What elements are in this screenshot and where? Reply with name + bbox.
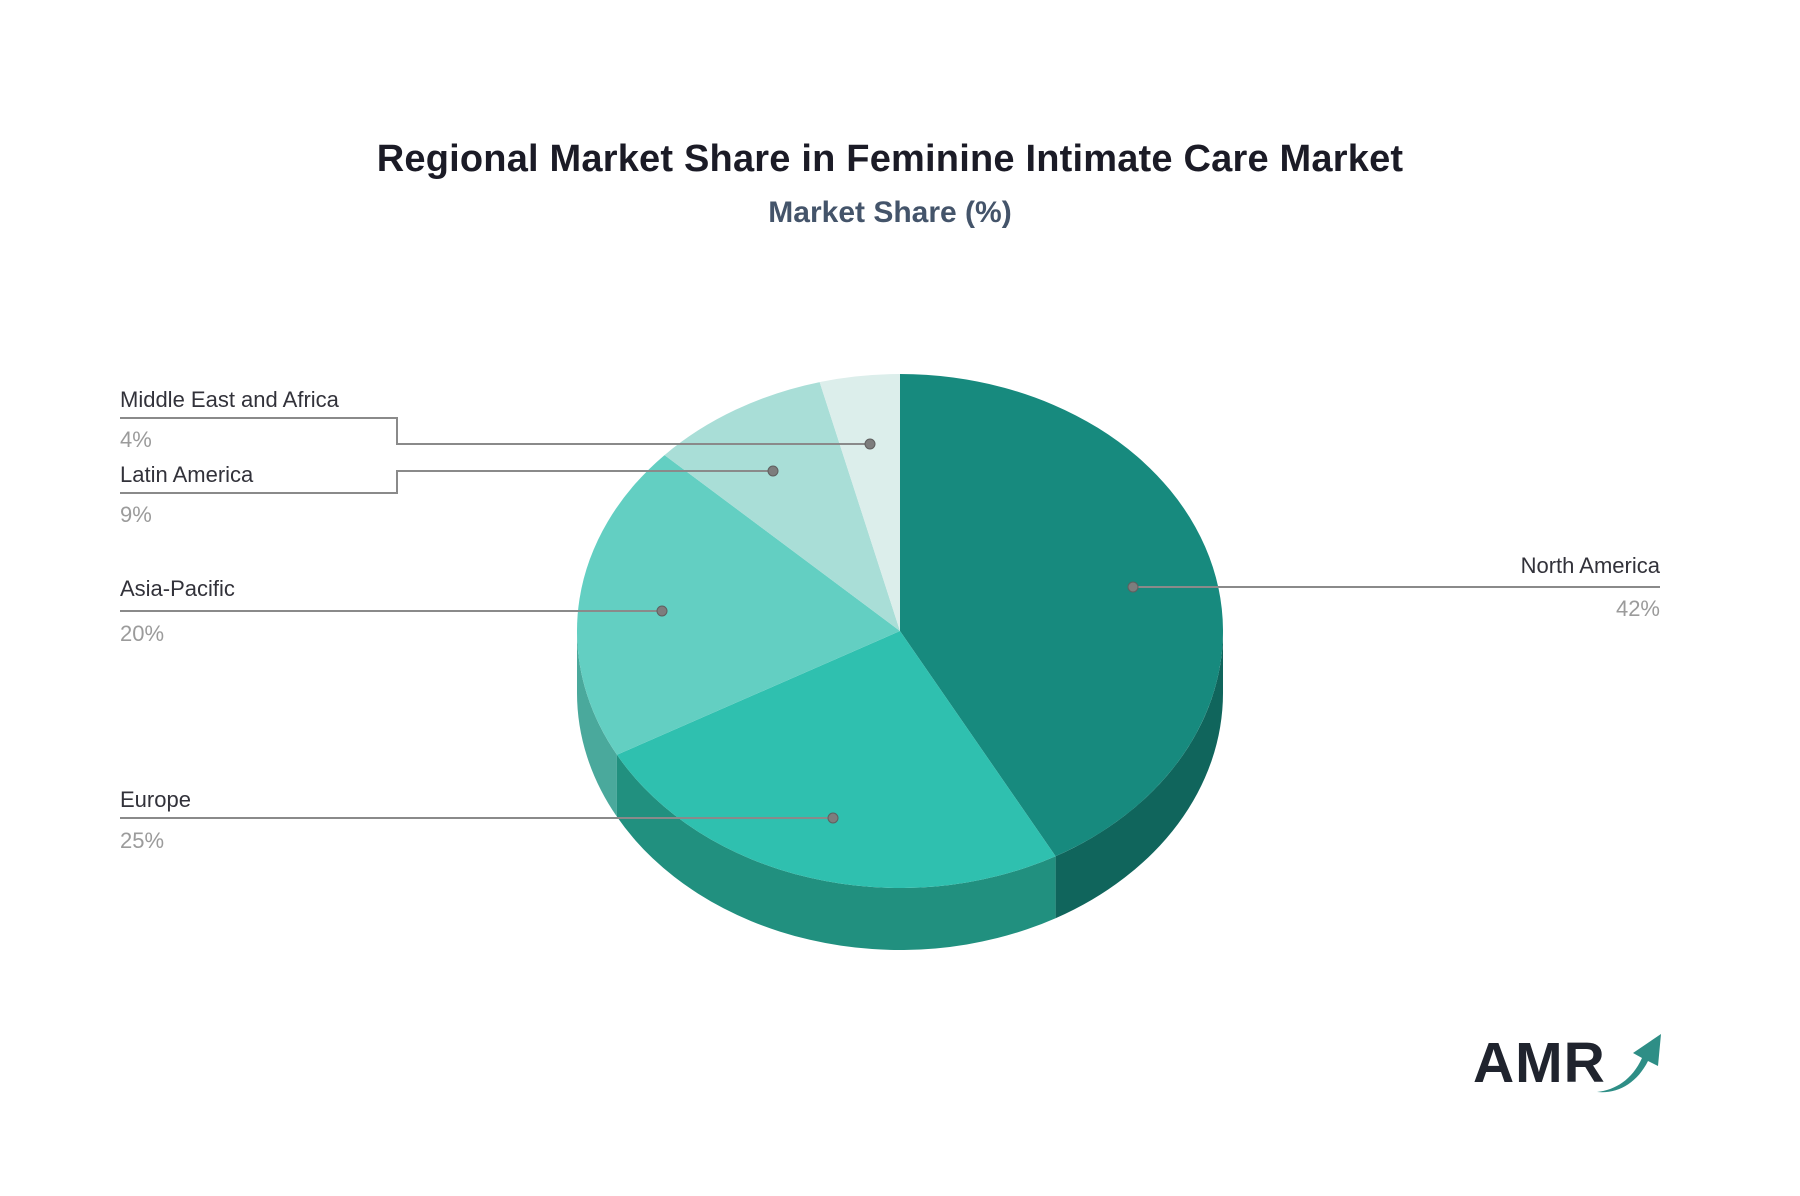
label-percent: 42% xyxy=(1615,596,1660,621)
chart-subtitle: Market Share (%) xyxy=(768,196,1012,229)
pie-slice-asia-pacific[interactable] xyxy=(577,455,900,755)
amr-logo: AMR xyxy=(1473,1032,1703,1102)
label-latin-america: Latin America 9% xyxy=(120,462,253,528)
pie-slice-side-north-america xyxy=(1055,631,1223,919)
label-percent: 4% xyxy=(120,427,152,452)
callout-line-latin-america xyxy=(120,470,773,494)
label-name: North America xyxy=(1520,553,1660,578)
pie-slice-middle-east-and-africa[interactable] xyxy=(819,374,900,631)
chart-title: Regional Market Share in Feminine Intima… xyxy=(376,138,1404,180)
label-name: Europe xyxy=(120,787,191,812)
pie-slice-europe[interactable] xyxy=(616,631,1056,888)
callout-dot-middle-east-and-africa xyxy=(864,438,876,450)
label-percent: 9% xyxy=(120,502,152,527)
label-percent: 20% xyxy=(120,621,165,646)
callout-line-middle-east-and-africa xyxy=(120,417,870,445)
label-asia-pacific: Asia-Pacific 20% xyxy=(120,576,235,647)
label-middle-east-and-africa: Middle East and Africa 4% xyxy=(120,387,339,453)
callout-dot-north-america xyxy=(1127,581,1139,593)
callout-dot-latin-america xyxy=(767,465,779,477)
pie-slice-side-europe xyxy=(616,754,1056,950)
label-percent: 25% xyxy=(120,828,165,853)
callout-dot-europe xyxy=(827,812,839,824)
pie-slice-north-america[interactable] xyxy=(900,374,1223,857)
label-europe: Europe 25% xyxy=(120,787,191,854)
label-name: Middle East and Africa xyxy=(120,387,339,412)
pie-slice-side-asia-pacific xyxy=(577,631,617,817)
amr-logo-arrow-icon xyxy=(1597,1034,1661,1093)
amr-logo-text: AMR xyxy=(1473,1031,1606,1095)
label-name: Latin America xyxy=(120,462,254,487)
label-north-america: North America 42% xyxy=(1521,553,1660,622)
callout-dot-asia-pacific xyxy=(656,605,668,617)
label-name: Asia-Pacific xyxy=(120,576,235,601)
